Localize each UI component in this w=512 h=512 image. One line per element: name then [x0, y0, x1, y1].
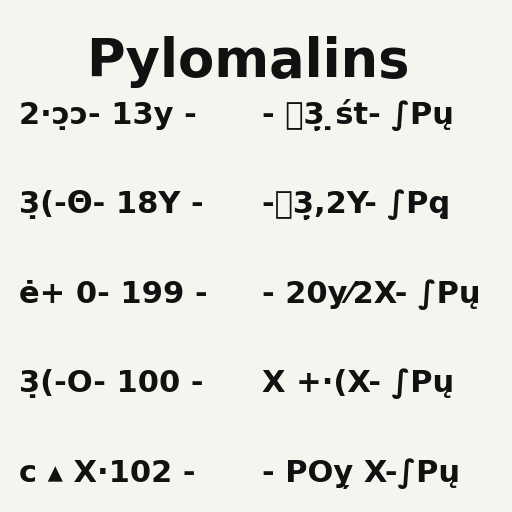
Text: Pylomalins: Pylomalins [87, 36, 410, 88]
Text: 2·ɔ̣ɔ- 13y -: 2·ɔ̣ɔ- 13y - [19, 101, 197, 130]
Text: X +·(X- ∫Pų̨: X +·(X- ∫Pų̨ [262, 369, 454, 399]
Text: ė+ 0- 199 -: ė+ 0- 199 - [19, 280, 207, 309]
Text: c ▴ X·102 -: c ▴ X·102 - [19, 459, 195, 488]
Text: - POy̦ X-∫Pų: - POy̦ X-∫Pų [262, 458, 460, 489]
Text: -͛3̣̦,2Y- ∫Pq̨: -͛3̣̦,2Y- ∫Pq̨ [262, 189, 450, 220]
Text: 3̣(-O- 100 -: 3̣(-O- 100 - [19, 370, 203, 398]
Text: - ͛3̣̦ ̣śt- ∫Pų: - ͛3̣̦ ̣śt- ∫Pų [262, 99, 454, 131]
Text: - 20y⁄2X- ∫Pų: - 20y⁄2X- ∫Pų [262, 279, 481, 310]
Text: 3̣(-Θ- 18Y -: 3̣(-Θ- 18Y - [19, 190, 203, 219]
